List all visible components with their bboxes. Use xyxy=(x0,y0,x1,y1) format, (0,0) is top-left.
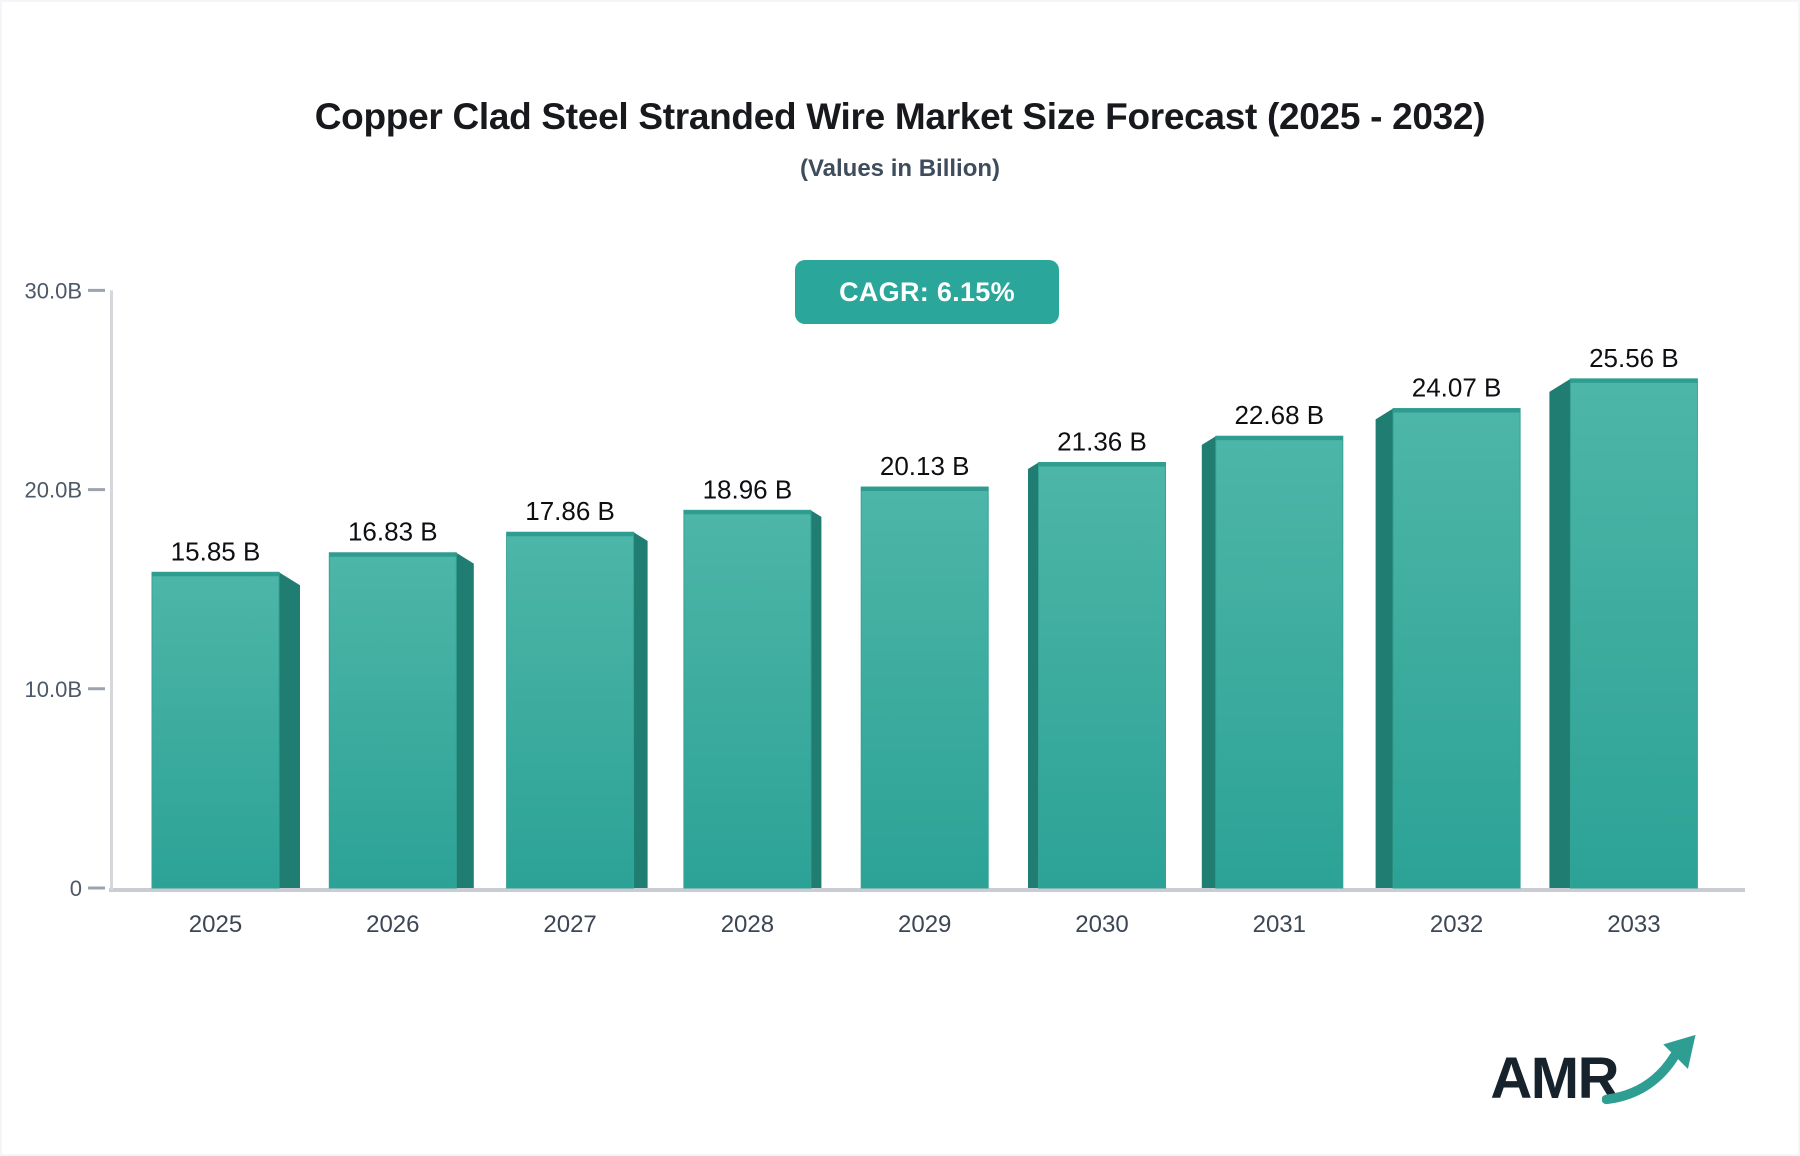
x-axis-label: 2025 xyxy=(189,911,242,938)
bar-2025: 15.85 B 2025 xyxy=(151,536,300,938)
trending-up-arrow-icon xyxy=(1602,1034,1696,1105)
x-axis-label: 2033 xyxy=(1607,911,1660,938)
bar-top-edge xyxy=(1393,408,1521,413)
cagr-badge: CAGR: 6.15% xyxy=(795,260,1059,324)
bar-value-label: 21.36 B xyxy=(1057,427,1147,457)
x-axis-label: 2029 xyxy=(898,911,951,938)
bar-value-label: 24.07 B xyxy=(1412,373,1502,403)
bar-top-edge xyxy=(861,487,989,492)
x-axis-label: 2032 xyxy=(1430,911,1483,938)
bar-2026: 16.83 B 2026 xyxy=(328,517,474,938)
amr-logo: AMR xyxy=(1490,1033,1698,1108)
bar-top-edge xyxy=(152,572,279,577)
bar-value-label: 22.68 B xyxy=(1234,400,1324,430)
bar-top-edge xyxy=(1570,378,1698,383)
bar-value-label: 20.13 B xyxy=(880,451,970,481)
y-tick-label: 10.0B xyxy=(25,677,83,702)
bar-side-face xyxy=(633,532,648,888)
bar-side-face xyxy=(810,510,822,888)
x-axis-label: 2028 xyxy=(721,911,774,938)
bar-top-edge xyxy=(506,532,634,537)
bar-value-label: 16.83 B xyxy=(348,517,438,547)
bar-top-edge xyxy=(1215,436,1343,441)
bar-front-face xyxy=(860,486,989,889)
y-tick-label: 20.0B xyxy=(25,478,83,503)
bar-front-face xyxy=(1392,408,1521,889)
bar-front-face xyxy=(1569,378,1698,889)
bar-value-label: 25.56 B xyxy=(1589,343,1679,373)
bar-2032: 24.07 B 2032 xyxy=(1375,373,1521,938)
bar-top-edge xyxy=(329,552,457,557)
y-tick-label: 0 xyxy=(70,876,82,901)
bar-front-face xyxy=(683,509,812,889)
bar-value-label: 15.85 B xyxy=(171,536,261,566)
bar-front-face xyxy=(328,552,457,889)
bar-side-face xyxy=(456,552,474,888)
bar-2029: 20.13 B 2029 xyxy=(860,451,989,938)
bar-top-edge xyxy=(1038,462,1166,467)
bar-front-face xyxy=(1038,462,1166,889)
chart-subtitle: (Values in Billion) xyxy=(799,155,1001,182)
chart-header: Copper Clad Steel Stranded Wire Market S… xyxy=(2,96,1798,183)
bar-side-face xyxy=(1201,436,1216,888)
x-axis-label: 2031 xyxy=(1253,911,1306,938)
bar-top-edge xyxy=(683,510,811,515)
bar-front-face xyxy=(151,571,280,889)
bar-front-face xyxy=(506,531,635,889)
x-axis-label: 2027 xyxy=(543,911,596,938)
bar-2028: 18.96 B 2028 xyxy=(683,474,822,938)
chart-title: Copper Clad Steel Stranded Wire Market S… xyxy=(314,96,1486,137)
bar-side-face xyxy=(1375,408,1394,888)
bar-2027: 17.86 B 2027 xyxy=(506,496,648,938)
bar-value-label: 17.86 B xyxy=(525,496,615,526)
bar-front-face xyxy=(1215,435,1344,889)
bar-2033: 25.56 B 2033 xyxy=(1549,343,1698,938)
x-axis-label: 2030 xyxy=(1075,911,1128,938)
bar-value-label: 18.96 B xyxy=(703,474,793,504)
x-axis-label: 2026 xyxy=(366,911,419,938)
bar-side-face xyxy=(279,572,300,888)
amr-logo-text: AMR xyxy=(1490,1046,1619,1111)
bar-2030: 21.36 B 2030 xyxy=(1028,427,1166,938)
bar-2031: 22.68 B 2031 xyxy=(1201,400,1344,938)
y-tick-label: 30.0B xyxy=(25,278,83,303)
bar-side-face xyxy=(1549,378,1571,888)
bar-side-face xyxy=(1028,462,1039,888)
